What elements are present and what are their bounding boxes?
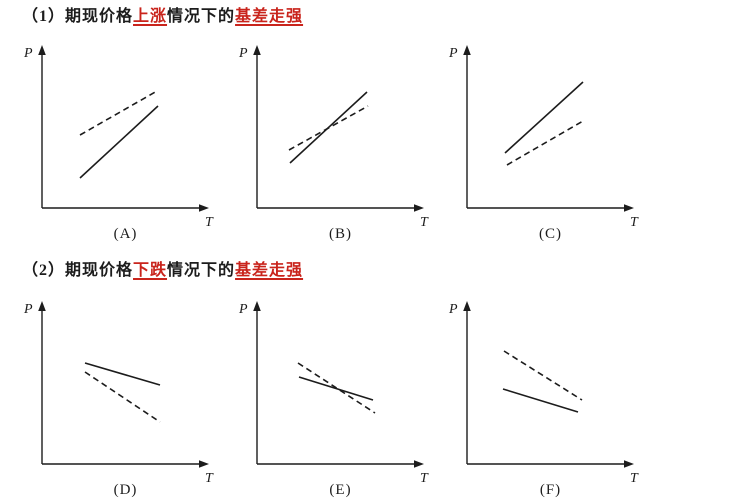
heading-text: 情况下的 [167,8,236,25]
x-axis-arrowhead [414,460,424,468]
x-axis-arrowhead [199,460,209,468]
price-chart-d: P T (D) [18,296,233,499]
plot-c: P T [448,45,639,230]
x-axis-arrowhead [199,204,209,212]
chart-row-rising: P T (A) P T (B) [0,40,748,255]
heading-text: （2）期现价格 [22,262,134,279]
plot-e: P T [238,301,429,486]
price-chart-b: P T (B) [233,40,448,243]
y-axis-arrowhead [253,301,261,311]
heading-emphasis-falling: 下跌 [133,262,168,279]
chart-label: (E) [329,482,352,498]
x-axis-label: T [205,471,214,486]
heading-emphasis-basis-strengthen: 基差走强 [235,8,304,25]
price-chart-c: P T (C) [443,40,658,243]
y-axis-label: P [23,46,33,61]
x-axis-label: T [630,215,639,230]
x-axis-label: T [420,471,429,486]
heading-emphasis-basis-strengthen: 基差走强 [235,262,304,279]
price-chart-e: P T (E) [233,296,448,499]
section-heading-falling: （2）期现价格下跌情况下的基差走强 [22,261,303,281]
solid-price-line [504,81,584,154]
heading-emphasis-rising: 上涨 [133,8,168,25]
plot-b: P T [238,45,429,230]
chart-label: (C) [539,226,562,242]
chart-label: (D) [113,482,138,498]
y-axis-label: P [448,302,458,317]
price-chart-a: P T (A) [18,40,233,243]
solid-price-line [79,105,159,179]
chart-label: (B) [329,226,352,242]
section-heading-rising: （1）期现价格上涨情况下的基差走强 [22,7,303,27]
y-axis-arrowhead [253,45,261,55]
x-axis-arrowhead [414,204,424,212]
y-axis-arrowhead [38,301,46,311]
dashed-price-line [506,120,584,166]
x-axis-arrowhead [624,460,634,468]
x-axis-label: T [205,215,214,230]
solid-price-line [84,362,161,386]
y-axis-label: P [23,302,33,317]
x-axis-label: T [420,215,429,230]
heading-text: （1）期现价格 [22,8,134,25]
y-axis-arrowhead [463,45,471,55]
chart-label: (F) [539,482,562,498]
chart-label: (A) [113,226,138,242]
x-axis-label: T [630,471,639,486]
dashed-price-line [79,90,158,136]
plot-f: P T [448,301,639,486]
y-axis-label: P [238,302,248,317]
price-chart-f: P T (F) [443,296,658,499]
solid-price-line [502,388,579,413]
dashed-price-line [84,371,161,423]
plot-d: P T [23,301,214,486]
x-axis-arrowhead [624,204,634,212]
y-axis-label: P [238,46,248,61]
y-axis-arrowhead [463,301,471,311]
plot-a: P T [23,45,214,230]
dashed-price-line [288,105,369,151]
dashed-price-line [297,362,376,414]
heading-text: 情况下的 [167,262,236,279]
y-axis-label: P [448,46,458,61]
dashed-price-line [503,350,583,401]
y-axis-arrowhead [38,45,46,55]
chart-row-falling: P T (D) P T (E) [0,296,748,500]
